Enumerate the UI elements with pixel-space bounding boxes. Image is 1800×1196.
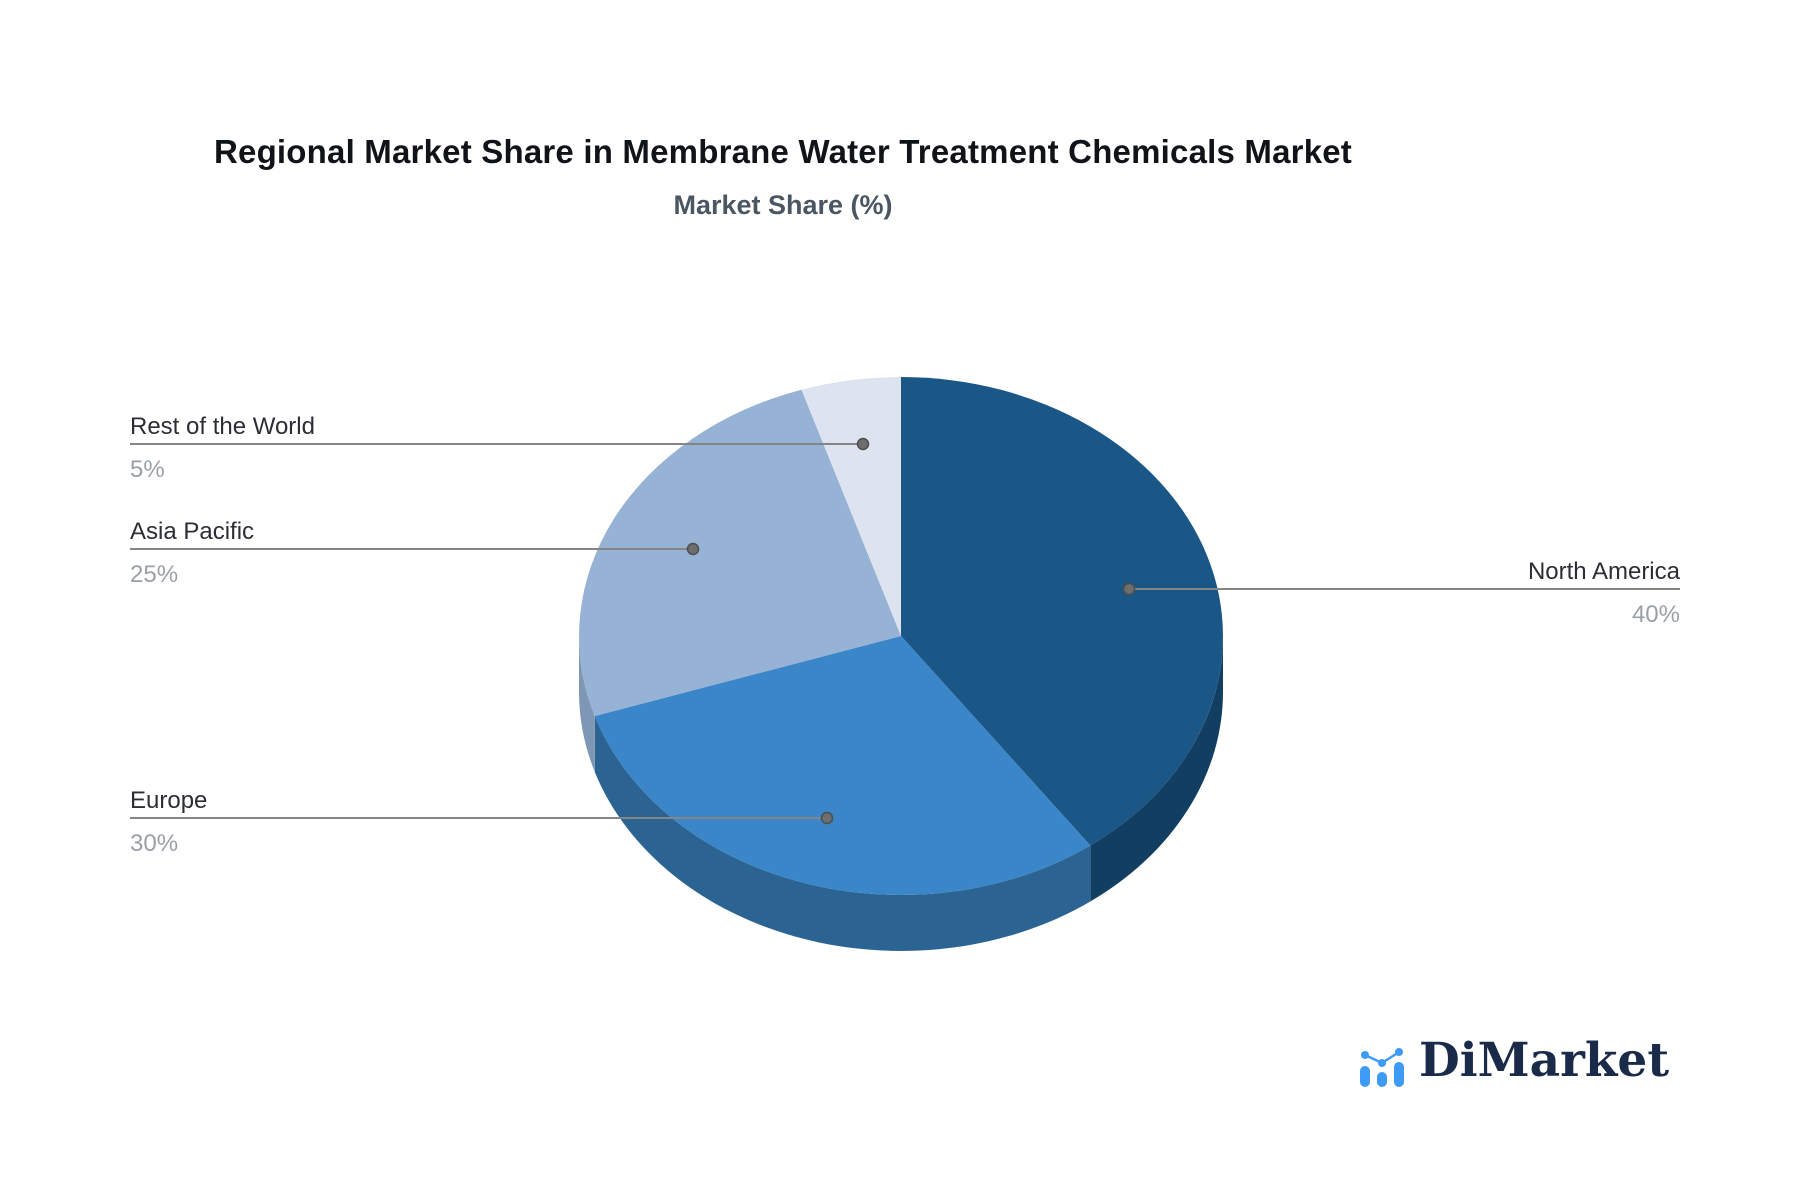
- slice-label-north-america: North America 40%: [1528, 555, 1680, 628]
- pie-slice-north-america[interactable]: [901, 377, 1223, 846]
- pie-slice-side-asia-pacific: [579, 636, 595, 772]
- chart-subtitle: Market Share (%): [673, 190, 893, 220]
- pie-slice-europe[interactable]: [594, 636, 1091, 895]
- slice-label-europe: Europe 30%: [130, 784, 207, 857]
- pie-slice-asia-pacific[interactable]: [579, 389, 901, 716]
- slice-label-value: 40%: [1631, 601, 1680, 628]
- pie-slice-side-europe: [594, 716, 1091, 951]
- brand-chart-icon: [1360, 1048, 1404, 1087]
- leader-dot-north-america: [1122, 582, 1136, 596]
- slice-label-value: 25%: [130, 561, 179, 588]
- slice-label-name: Europe: [130, 787, 208, 814]
- slice-label-rest-of-the-world: Rest of the World 5%: [130, 410, 315, 483]
- brand-name: DiMarket: [1419, 1033, 1670, 1088]
- slice-label-asia-pacific: Asia Pacific 25%: [130, 515, 254, 588]
- brand-logo: DiMarket: [1358, 1035, 1669, 1087]
- slice-label-value: 5%: [130, 456, 165, 483]
- leader-dot-europe: [820, 811, 834, 825]
- slice-label-name: Rest of the World: [130, 413, 315, 440]
- pie-slice-side-north-america: [1090, 636, 1223, 902]
- chart-title: Regional Market Share in Membrane Water …: [213, 133, 1352, 170]
- leader-dot-asia-pacific: [686, 542, 700, 556]
- leader-dot-rest-of-the-world: [856, 437, 870, 451]
- slice-label-value: 30%: [130, 830, 179, 857]
- slice-label-name: North America: [1527, 558, 1680, 585]
- slice-label-name: Asia Pacific: [130, 518, 255, 545]
- pie-slice-rest-of-the-world[interactable]: [801, 377, 902, 636]
